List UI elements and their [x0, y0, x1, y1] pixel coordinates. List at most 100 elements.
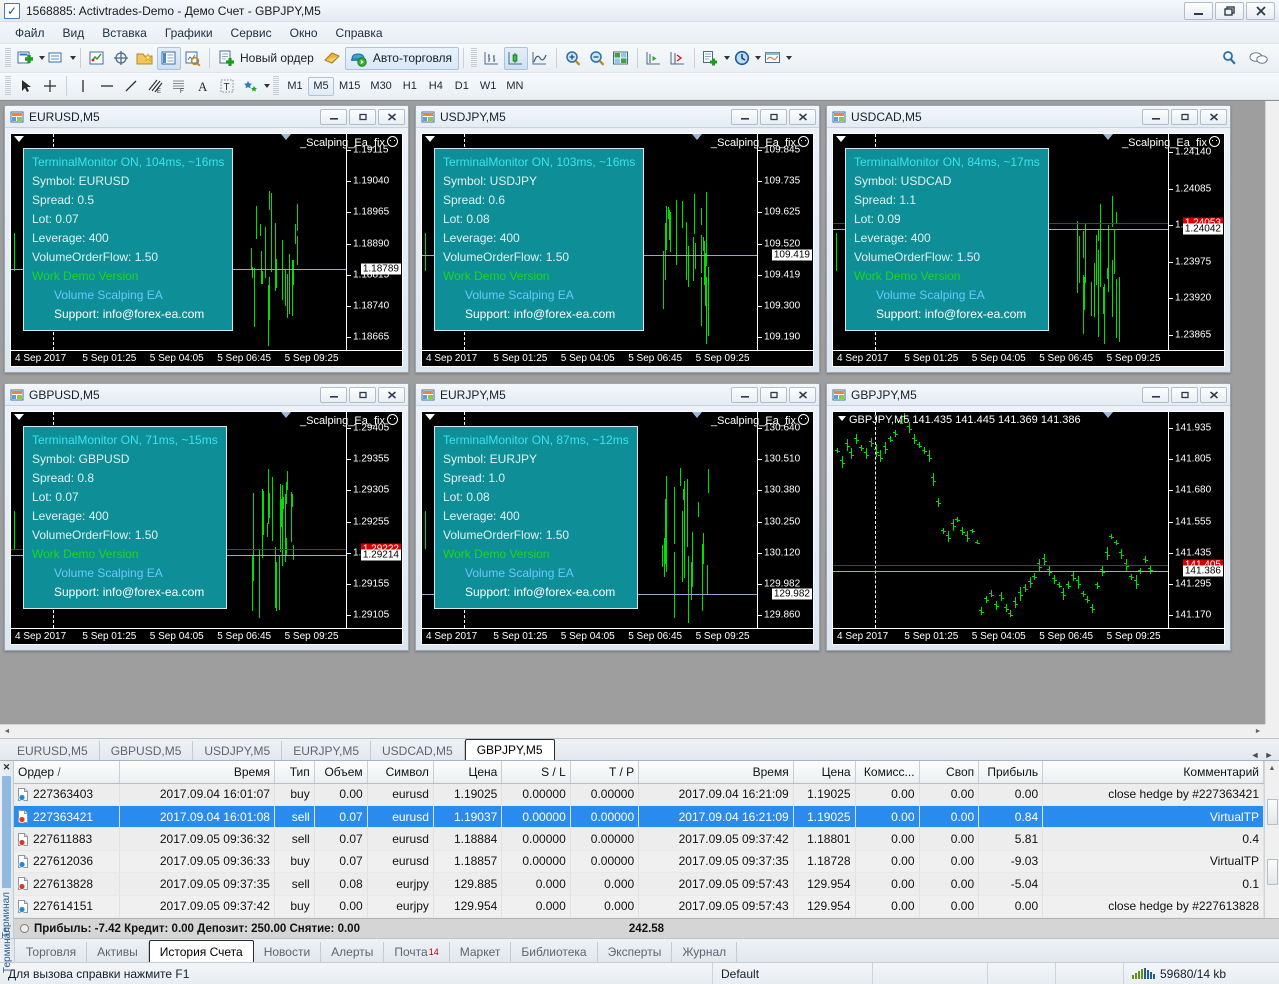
chart-window-usdjpy[interactable]: USDJPY,M5 TerminalMonito	[415, 105, 820, 373]
timeframe-toolbar-grip[interactable]	[273, 76, 279, 96]
chart-close-button[interactable]	[1200, 386, 1227, 403]
data-window-icon[interactable]	[109, 47, 133, 70]
indicators-dropdown-icon[interactable]	[724, 56, 731, 60]
menu-view[interactable]: Вид	[62, 25, 85, 40]
equidistant-channel-icon[interactable]: E	[143, 75, 167, 98]
chart-canvas[interactable]: TerminalMonitor ON, 103ms, ~16ms Symbol:…	[421, 133, 814, 367]
chart-close-button[interactable]	[789, 108, 816, 125]
price-axis[interactable]: 141.935 141.805 141.680 141.555 141.435 141.2…	[1168, 412, 1224, 628]
chart-title-bar[interactable]: EURUSD,M5	[5, 106, 408, 128]
new-chart-icon[interactable]	[14, 47, 38, 70]
chart-window-gbpjpy[interactable]: GBPJPY,M5 GBPJPY,M5 141.435 141.445 1	[826, 383, 1231, 651]
terminal-close-icon[interactable]: ✕	[2, 762, 11, 772]
line-chart-icon[interactable]	[528, 47, 552, 70]
templates-dropdown-icon[interactable]	[786, 56, 793, 60]
templates-icon[interactable]	[761, 47, 785, 70]
orders-column-3[interactable]: Объем	[314, 761, 368, 784]
orders-column-4[interactable]: Символ	[367, 761, 434, 784]
orders-scroll-thumb[interactable]	[1266, 859, 1278, 885]
chart-plot-area[interactable]: TerminalMonitor ON, 71ms, ~15ms Symbol: …	[11, 412, 346, 628]
chart-tab-gbpusd[interactable]: GBPUSD,M5	[100, 741, 194, 760]
orders-column-13[interactable]: Комментарий	[1042, 761, 1264, 784]
table-row[interactable]: 227612036 2017.09.05 09:36:33 buy 0.07 euru…	[14, 850, 1264, 874]
orders-column-0[interactable]: Ордер /	[14, 761, 121, 784]
profiles-icon[interactable]	[45, 47, 69, 70]
chart-canvas[interactable]: TerminalMonitor ON, 104ms, ~16ms Symbol:…	[10, 133, 403, 367]
orders-column-8[interactable]: Время	[638, 761, 794, 784]
chart-window-usdcad[interactable]: USDCAD,M5 TerminalMonito	[826, 105, 1231, 373]
chart-maximize-button[interactable]	[1171, 108, 1198, 125]
chart-plot-area[interactable]: TerminalMonitor ON, 84ms, ~17ms Symbol: …	[833, 134, 1168, 350]
new-chart-dropdown-icon[interactable]	[39, 56, 45, 60]
drawing-toolbar-grip[interactable]	[5, 76, 11, 96]
panel-collapse-icon[interactable]	[14, 136, 24, 142]
timeframe-h1[interactable]: H1	[402, 80, 417, 92]
market-watch-icon[interactable]	[85, 47, 109, 70]
terminal-tab-журнал[interactable]: Журнал	[672, 942, 738, 962]
tile-windows-icon[interactable]	[609, 47, 633, 70]
table-row[interactable]: 227363403 2017.09.04 16:01:07 buy 0.00 euru…	[14, 783, 1264, 806]
orders-vertical-scrollbar[interactable]: ▲	[1264, 761, 1279, 918]
toolbar-grip-2[interactable]	[471, 48, 478, 68]
chart-maximize-button[interactable]	[349, 386, 376, 403]
chart-window-eurusd[interactable]: EURUSD,M5 TerminalMonito	[4, 105, 409, 373]
chart-title-bar[interactable]: GBPJPY,M5	[827, 384, 1230, 406]
terminal-tab-торговля[interactable]: Торговля	[16, 942, 88, 962]
price-axis[interactable]: 109.845 109.735 109.625 109.520 109.419 109.3…	[757, 134, 813, 350]
profiles-dropdown-icon[interactable]	[70, 56, 76, 60]
text-icon[interactable]: A	[191, 75, 215, 98]
panel-collapse-icon[interactable]	[14, 414, 24, 420]
orders-column-7[interactable]: T / P	[570, 761, 640, 784]
zoom-in-icon[interactable]	[561, 47, 585, 70]
orders-scroll-up-arrow[interactable]: ▲	[1268, 764, 1276, 772]
chart-maximize-button[interactable]	[1171, 386, 1198, 403]
panel-collapse-icon[interactable]	[836, 136, 846, 142]
price-axis[interactable]: 1.241401.240851.240301.239751.239201.238…	[1168, 134, 1224, 350]
chart-canvas[interactable]: GBPJPY,M5 141.435 141.445 141.369 141.38…	[832, 411, 1225, 645]
terminal-tab-эксперты[interactable]: Эксперты	[598, 942, 673, 962]
chart-title-bar[interactable]: USDJPY,M5	[416, 106, 819, 128]
search-icon[interactable]	[1217, 47, 1241, 70]
chart-title-bar[interactable]: GBPUSD,M5	[5, 384, 408, 406]
orders-column-6[interactable]: S / L	[501, 761, 571, 784]
crosshair-icon[interactable]	[38, 75, 62, 98]
menu-help[interactable]: Справка	[335, 25, 383, 40]
table-row[interactable]: 227611883 2017.09.05 09:36:32 sell 0.07 eur…	[14, 827, 1264, 851]
navigator-icon[interactable]	[133, 47, 157, 70]
chart-close-button[interactable]	[789, 386, 816, 403]
chart-close-button[interactable]	[378, 108, 405, 125]
chart-maximize-button[interactable]	[760, 108, 787, 125]
chart-plot-area[interactable]: GBPJPY,M5 141.435 141.445 141.369 141.38…	[833, 412, 1168, 628]
chart-minimize-button[interactable]	[320, 386, 347, 403]
chart-window-gbpusd[interactable]: GBPUSD,M5 TerminalMonito	[4, 383, 409, 651]
panel-collapse-icon[interactable]	[425, 414, 435, 420]
bar-chart-icon[interactable]	[480, 47, 504, 70]
chart-maximize-button[interactable]	[349, 108, 376, 125]
shapes-icon[interactable]	[239, 75, 263, 98]
chart-close-button[interactable]	[1200, 108, 1227, 125]
timeframe-mn[interactable]: MN	[506, 80, 524, 92]
metaeditor-icon[interactable]	[321, 47, 345, 70]
new-order-button[interactable]: Новый ордер	[214, 47, 321, 70]
periods-dropdown-icon[interactable]	[755, 56, 762, 60]
chart-title-bar[interactable]: EURJPY,M5	[416, 384, 819, 406]
scroll-left-arrow[interactable]: ◄	[3, 728, 11, 735]
panel-collapse-icon[interactable]	[425, 136, 435, 142]
chart-tab-usdjpy[interactable]: USDJPY,M5	[193, 741, 283, 760]
fibonacci-icon[interactable]: F	[167, 75, 191, 98]
scroll-right-arrow[interactable]: ►	[1254, 728, 1262, 735]
chart-plot-area[interactable]: TerminalMonitor ON, 87ms, ~12ms Symbol: …	[422, 412, 757, 628]
orders-column-11[interactable]: Своп	[919, 761, 980, 784]
chart-canvas[interactable]: TerminalMonitor ON, 71ms, ~15ms Symbol: …	[10, 411, 403, 645]
workspace-horizontal-scrollbar[interactable]: ◄ ►	[0, 724, 1265, 738]
chart-canvas[interactable]: TerminalMonitor ON, 87ms, ~12ms Symbol: …	[421, 411, 814, 645]
menu-window[interactable]: Окно	[289, 25, 318, 40]
chart-canvas[interactable]: TerminalMonitor ON, 84ms, ~17ms Symbol: …	[832, 133, 1225, 367]
price-axis[interactable]: 1.19115 1.19040 1.18965 1.18890 1.18815 1.187…	[346, 134, 402, 350]
periods-icon[interactable]	[730, 47, 754, 70]
chart-tab-eurusd[interactable]: EURUSD,M5	[6, 741, 100, 760]
menu-tools[interactable]: Сервис	[230, 25, 272, 40]
chart-title-bar[interactable]: USDCAD,M5	[827, 106, 1230, 128]
chart-maximize-button[interactable]	[760, 386, 787, 403]
chart-shift-icon[interactable]	[642, 47, 666, 70]
